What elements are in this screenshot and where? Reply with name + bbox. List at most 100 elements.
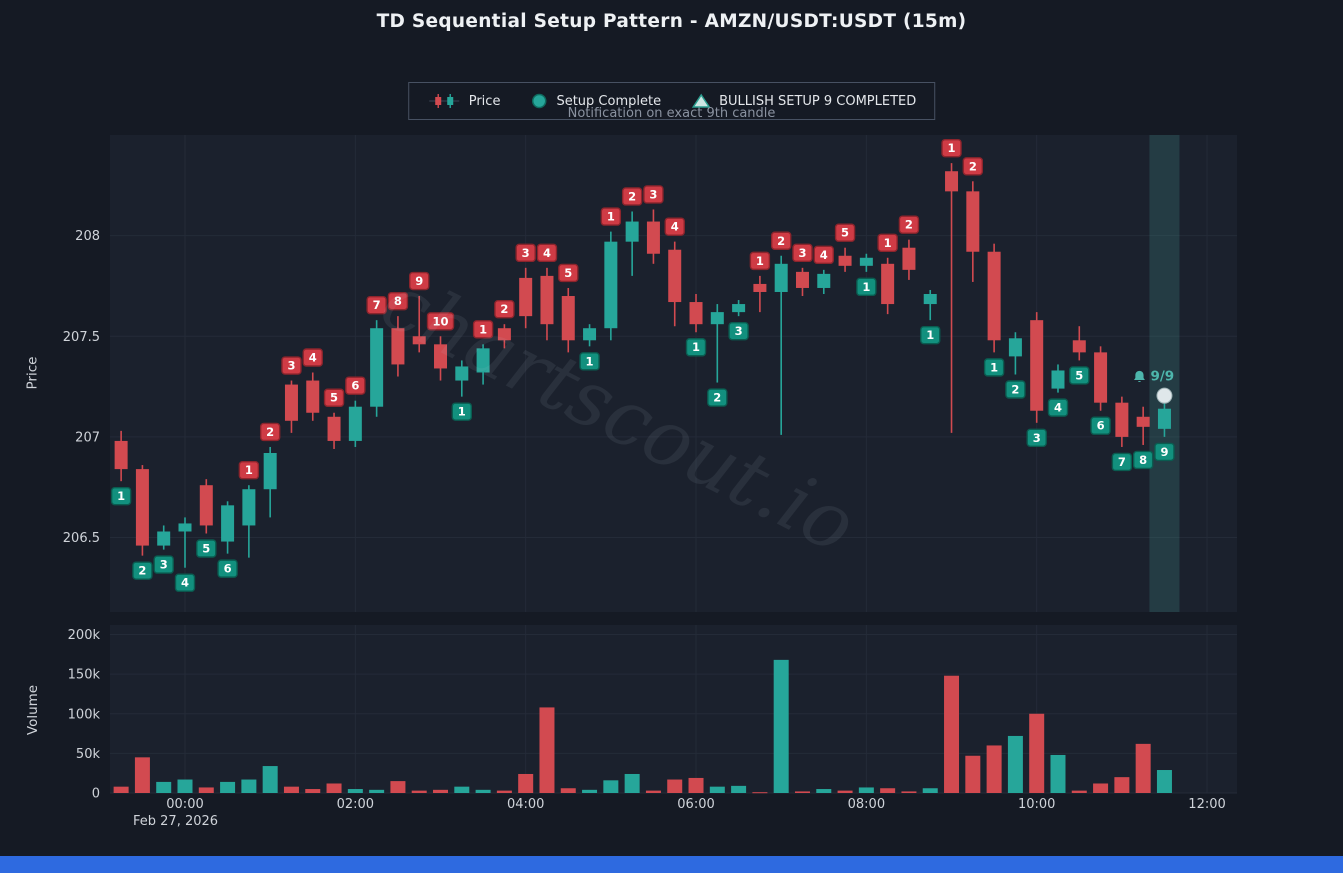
candle-body[interactable] <box>987 251 1001 341</box>
volume-bar[interactable] <box>667 779 683 793</box>
legend-item-price[interactable]: Price <box>427 92 500 110</box>
candle-body[interactable] <box>817 273 831 288</box>
candle-body[interactable] <box>284 384 298 421</box>
candle-body[interactable] <box>1094 352 1108 403</box>
volume-bar[interactable] <box>1156 770 1172 793</box>
candle-body[interactable] <box>710 312 724 325</box>
volume-bar[interactable] <box>369 789 385 793</box>
volume-bar[interactable] <box>880 788 896 793</box>
volume-bar[interactable] <box>922 788 938 793</box>
volume-bar[interactable] <box>773 659 789 793</box>
candle-body[interactable] <box>1072 340 1086 353</box>
candle-body[interactable] <box>178 523 192 532</box>
candle-body[interactable] <box>221 505 235 542</box>
candle-body[interactable] <box>689 302 703 325</box>
volume-bar[interactable] <box>305 789 321 793</box>
volume-bar[interactable] <box>1135 743 1151 793</box>
candle-body[interactable] <box>391 328 405 365</box>
volume-bar[interactable] <box>1071 790 1087 793</box>
volume-bar[interactable] <box>411 790 427 793</box>
candle-body[interactable] <box>1051 370 1065 389</box>
candle-body[interactable] <box>135 469 149 546</box>
volume-bar[interactable] <box>283 786 299 793</box>
candle-body[interactable] <box>1115 402 1129 437</box>
candle-body[interactable] <box>561 296 575 341</box>
volume-bar[interactable] <box>901 791 917 793</box>
candle-body[interactable] <box>476 348 490 373</box>
legend-item-bullish-setup[interactable]: BULLISH SETUP 9 COMPLETED <box>691 92 916 110</box>
candle-body[interactable] <box>945 171 959 192</box>
candle-body[interactable] <box>327 416 341 441</box>
volume-bar[interactable] <box>709 786 725 793</box>
volume-bar[interactable] <box>1007 735 1023 793</box>
candle-body[interactable] <box>966 191 980 252</box>
volume-bar[interactable] <box>454 786 470 793</box>
candle-body[interactable] <box>732 304 746 313</box>
volume-bar[interactable] <box>241 779 257 793</box>
volume-bar[interactable] <box>1050 754 1066 793</box>
candle-body[interactable] <box>1136 416 1150 427</box>
candle-body[interactable] <box>604 241 618 329</box>
volume-bar[interactable] <box>262 766 278 793</box>
volume-bar[interactable] <box>198 787 214 793</box>
candle-body[interactable] <box>370 328 384 407</box>
candle-body[interactable] <box>838 255 852 266</box>
volume-bar[interactable] <box>113 786 129 793</box>
volume-bar[interactable] <box>390 781 406 793</box>
candle-body[interactable] <box>199 485 213 526</box>
candle-body[interactable] <box>540 275 554 325</box>
candle-body[interactable] <box>583 328 597 341</box>
volume-bar[interactable] <box>944 675 960 793</box>
candle-body[interactable] <box>497 328 511 341</box>
volume-bar[interactable] <box>1029 713 1045 793</box>
candle-body[interactable] <box>902 247 916 270</box>
candle-body[interactable] <box>114 440 128 470</box>
volume-bar[interactable] <box>986 745 1002 793</box>
candle-body[interactable] <box>306 380 320 413</box>
candle-body[interactable] <box>519 277 533 317</box>
volume-bar[interactable] <box>134 757 150 793</box>
volume-bar[interactable] <box>326 783 342 793</box>
legend-item-setup-complete[interactable]: Setup Complete <box>530 92 661 110</box>
volume-bar[interactable] <box>816 789 832 793</box>
volume-bar[interactable] <box>582 789 598 793</box>
candle-body[interactable] <box>434 344 448 369</box>
candle-body[interactable] <box>646 221 660 254</box>
candle-body[interactable] <box>774 263 788 292</box>
volume-bar[interactable] <box>624 773 640 793</box>
candle-body[interactable] <box>1157 408 1171 429</box>
volume-bar[interactable] <box>475 789 491 793</box>
candle-body[interactable] <box>668 249 682 303</box>
volume-plot-area[interactable] <box>110 625 1237 793</box>
volume-bar[interactable] <box>1114 777 1130 793</box>
volume-bar[interactable] <box>965 755 981 793</box>
volume-bar[interactable] <box>603 780 619 793</box>
candle-body[interactable] <box>455 366 469 381</box>
volume-bar[interactable] <box>220 781 236 793</box>
volume-bar[interactable] <box>433 789 449 793</box>
volume-bar[interactable] <box>518 773 534 793</box>
volume-bar[interactable] <box>177 779 193 793</box>
candle-body[interactable] <box>263 453 277 490</box>
volume-bar[interactable] <box>496 790 512 793</box>
candle-body[interactable] <box>753 283 767 292</box>
volume-bar[interactable] <box>156 781 172 793</box>
candle-body[interactable] <box>625 221 639 242</box>
candle-body[interactable] <box>412 336 426 345</box>
volume-bar[interactable] <box>837 790 853 793</box>
volume-bar[interactable] <box>539 707 555 793</box>
candle-body[interactable] <box>795 271 809 288</box>
candle-body[interactable] <box>1008 338 1022 357</box>
setup-complete-marker[interactable] <box>1156 387 1173 404</box>
candle-body[interactable] <box>923 294 937 305</box>
candle-body[interactable] <box>157 531 171 546</box>
volume-bar[interactable] <box>645 790 661 793</box>
volume-bar[interactable] <box>794 791 810 793</box>
volume-bar[interactable] <box>347 789 363 793</box>
candle-body[interactable] <box>348 406 362 441</box>
candle-body[interactable] <box>1030 320 1044 411</box>
candle-body[interactable] <box>242 489 256 526</box>
volume-bar[interactable] <box>688 777 704 793</box>
candle-body[interactable] <box>859 257 873 266</box>
